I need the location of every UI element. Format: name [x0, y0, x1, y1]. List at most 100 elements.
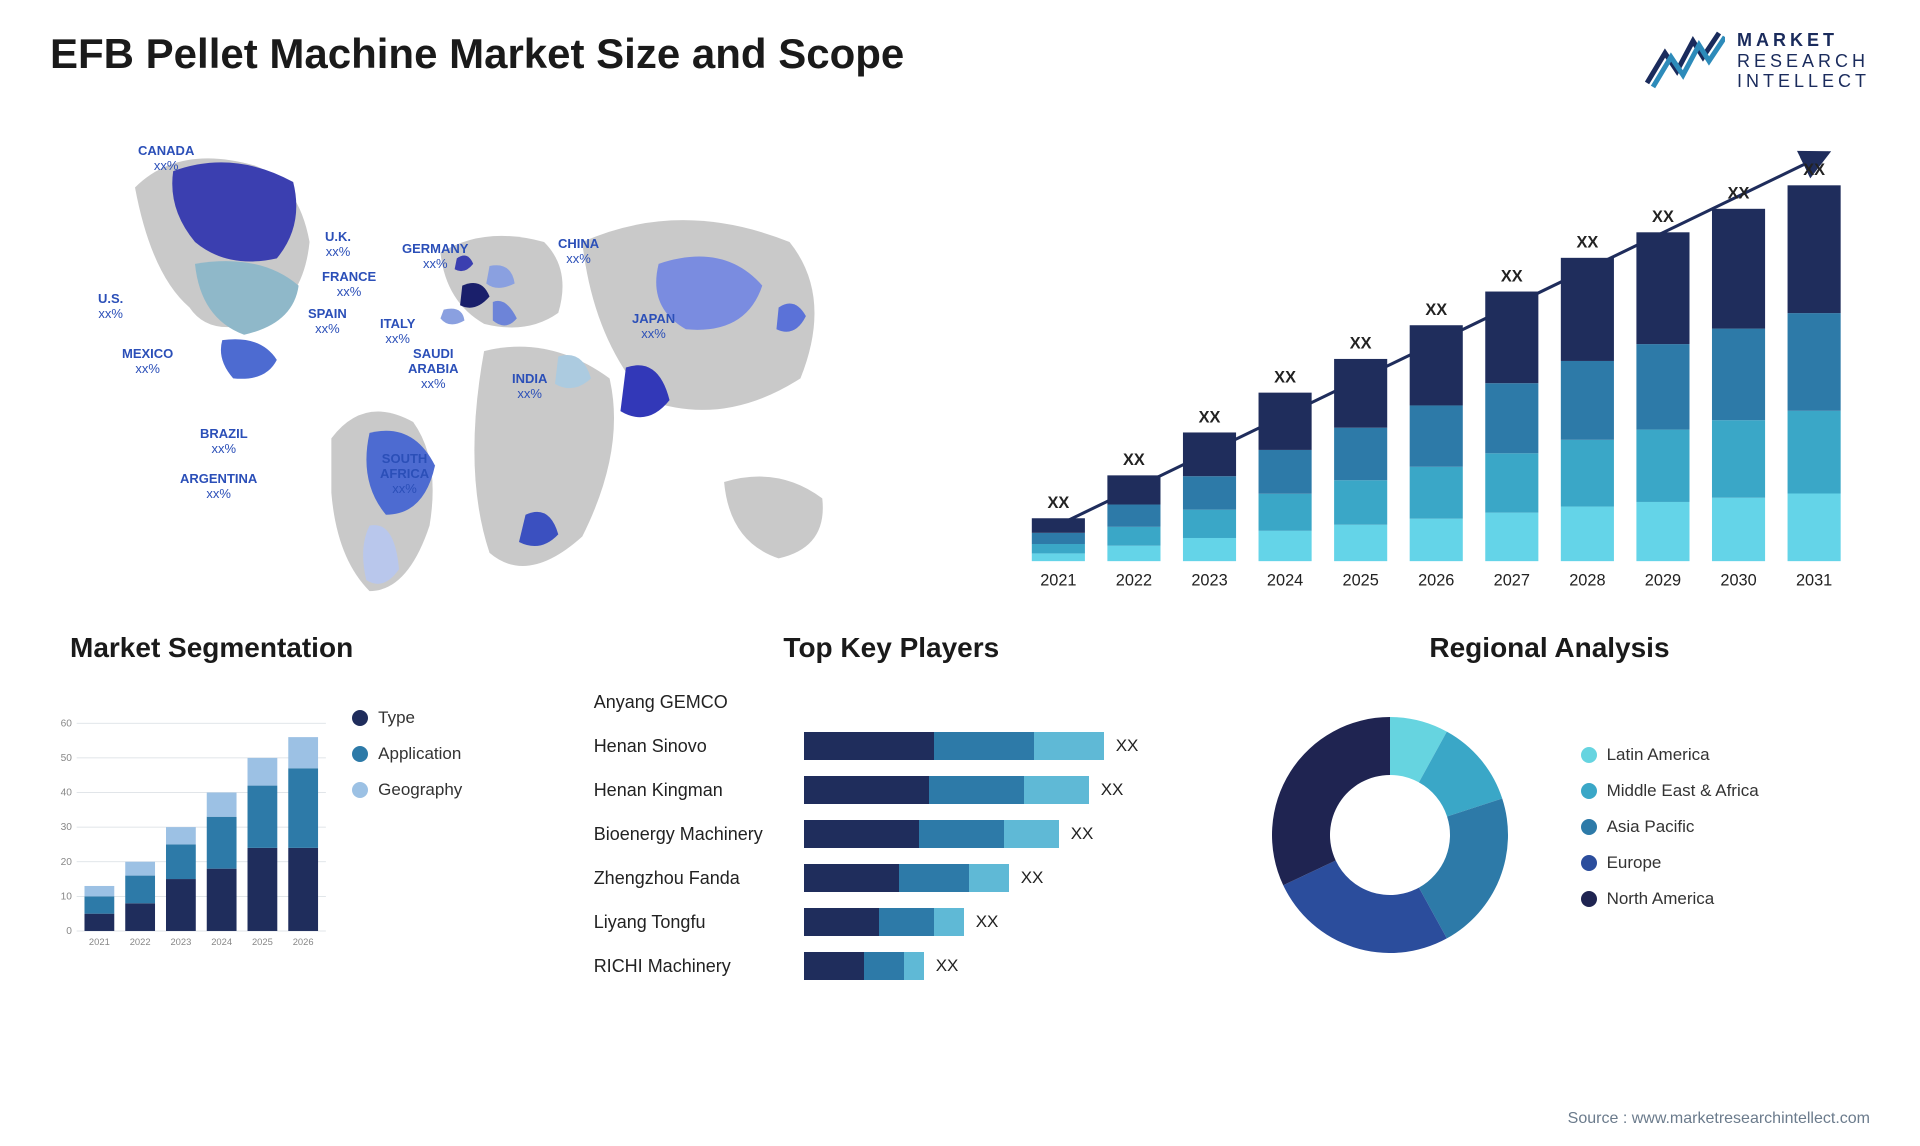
svg-text:2026: 2026 — [293, 936, 314, 947]
regional-legend-item: North America — [1581, 889, 1870, 909]
players-list: Anyang GEMCO Henan Sinovo XX Henan Kingman X… — [594, 678, 1189, 986]
svg-text:XX: XX — [1047, 494, 1069, 512]
player-row: RICHI Machinery XX — [594, 946, 1189, 986]
svg-text:XX: XX — [1728, 185, 1750, 203]
segmentation-chart: 0 10 20 30 40 50 60 2021 2022 2023 2024 2025 2026 — [50, 678, 332, 988]
svg-text:XX: XX — [1652, 208, 1674, 226]
player-name: Anyang GEMCO — [594, 692, 804, 713]
player-name: RICHI Machinery — [594, 956, 804, 977]
player-value: XX — [1071, 824, 1094, 844]
map-label-canada: CANADAxx% — [138, 144, 194, 174]
logo-line1: MARKET — [1737, 30, 1870, 51]
player-row: Anyang GEMCO — [594, 682, 1189, 722]
svg-text:2022: 2022 — [130, 936, 151, 947]
player-row: Zhengzhou Fanda XX — [594, 858, 1189, 898]
map-label-germany: GERMANYxx% — [402, 242, 468, 272]
svg-text:XX: XX — [1350, 335, 1372, 353]
regional-legend: Latin America Middle East & Africa Asia Pa… — [1581, 745, 1870, 925]
svg-text:2024: 2024 — [211, 936, 232, 947]
map-label-china: CHINAxx% — [558, 237, 599, 267]
page-title: EFB Pellet Machine Market Size and Scope — [50, 30, 904, 78]
player-value: XX — [1021, 868, 1044, 888]
player-row: Henan Kingman XX — [594, 770, 1189, 810]
regional-legend-item: Middle East & Africa — [1581, 781, 1870, 801]
map-label-saudi-arabia: SAUDIARABIAxx% — [408, 347, 459, 392]
svg-text:2027: 2027 — [1494, 572, 1530, 590]
segmentation-legend: Type Application Geography — [352, 678, 554, 988]
map-label-india: INDIAxx% — [512, 372, 547, 402]
svg-text:2024: 2024 — [1267, 572, 1303, 590]
logo-line3: INTELLECT — [1737, 71, 1870, 92]
map-label-japan: JAPANxx% — [632, 312, 675, 342]
svg-text:2022: 2022 — [1116, 572, 1152, 590]
segmentation-title: Market Segmentation — [70, 632, 554, 664]
regional-legend-item: Asia Pacific — [1581, 817, 1870, 837]
svg-text:60: 60 — [61, 718, 73, 729]
map-label-u-s-: U.S.xx% — [98, 292, 123, 322]
svg-text:XX: XX — [1123, 451, 1145, 469]
source-attribution: Source : www.marketresearchintellect.com — [1568, 1110, 1870, 1128]
world-map — [50, 122, 940, 602]
map-label-argentina: ARGENTINAxx% — [180, 472, 257, 502]
regional-donut — [1260, 705, 1520, 965]
svg-text:2023: 2023 — [1191, 572, 1227, 590]
svg-text:2030: 2030 — [1720, 572, 1756, 590]
svg-text:2025: 2025 — [1342, 572, 1378, 590]
svg-text:XX: XX — [1501, 267, 1523, 285]
svg-text:2028: 2028 — [1569, 572, 1605, 590]
logo-icon — [1645, 31, 1725, 91]
svg-text:XX: XX — [1803, 161, 1825, 179]
svg-text:20: 20 — [61, 857, 73, 868]
seg-legend-application: Application — [352, 744, 554, 764]
player-name: Liyang Tongfu — [594, 912, 804, 933]
svg-text:2026: 2026 — [1418, 572, 1454, 590]
regional-panel: Regional Analysis Latin America Middle Ea… — [1229, 632, 1870, 992]
player-row: Liyang Tongfu XX — [594, 902, 1189, 942]
map-label-south-africa: SOUTHAFRICAxx% — [380, 452, 429, 497]
seg-legend-type: Type — [352, 708, 554, 728]
svg-text:10: 10 — [61, 892, 73, 903]
svg-text:0: 0 — [66, 926, 72, 937]
player-name: Henan Kingman — [594, 780, 804, 801]
svg-text:XX: XX — [1199, 408, 1221, 426]
map-label-mexico: MEXICOxx% — [122, 347, 173, 377]
player-value: XX — [1116, 736, 1139, 756]
regional-legend-item: Latin America — [1581, 745, 1870, 765]
growth-chart: XX 2021 XX 2022 XX 2023 XX 2024 XX 2025 XX 2026 XX 20… — [980, 122, 1870, 602]
svg-text:40: 40 — [61, 788, 73, 799]
players-panel: Top Key Players Anyang GEMCO Henan Sinovo… — [594, 632, 1189, 992]
player-value: XX — [936, 956, 959, 976]
players-title: Top Key Players — [594, 632, 1189, 664]
segmentation-panel: Market Segmentation 0 10 20 30 40 50 60 2021 202… — [50, 632, 554, 992]
svg-text:30: 30 — [61, 822, 73, 833]
player-name: Henan Sinovo — [594, 736, 804, 757]
player-value: XX — [976, 912, 999, 932]
map-label-italy: ITALYxx% — [380, 317, 415, 347]
svg-text:2021: 2021 — [89, 936, 110, 947]
map-label-france: FRANCExx% — [322, 270, 376, 300]
player-row: Henan Sinovo XX — [594, 726, 1189, 766]
svg-text:XX: XX — [1274, 368, 1296, 386]
brand-logo: MARKET RESEARCH INTELLECT — [1645, 30, 1870, 92]
svg-text:2025: 2025 — [252, 936, 273, 947]
player-name: Zhengzhou Fanda — [594, 868, 804, 889]
svg-text:2031: 2031 — [1796, 572, 1832, 590]
svg-text:2023: 2023 — [170, 936, 191, 947]
seg-legend-geography: Geography — [352, 780, 554, 800]
svg-text:XX: XX — [1425, 301, 1447, 319]
player-row: Bioenergy Machinery XX — [594, 814, 1189, 854]
regional-legend-item: Europe — [1581, 853, 1870, 873]
svg-text:XX: XX — [1576, 234, 1598, 252]
player-name: Bioenergy Machinery — [594, 824, 804, 845]
growth-chart-panel: XX 2021 XX 2022 XX 2023 XX 2024 XX 2025 XX 2026 XX 20… — [980, 122, 1870, 602]
svg-text:2029: 2029 — [1645, 572, 1681, 590]
map-label-u-k-: U.K.xx% — [325, 230, 351, 260]
world-map-panel: CANADAxx% U.S.xx% MEXICOxx% BRAZILxx% ARGENT… — [50, 122, 940, 602]
svg-text:2021: 2021 — [1040, 572, 1076, 590]
logo-line2: RESEARCH — [1737, 51, 1870, 72]
map-label-brazil: BRAZILxx% — [200, 427, 248, 457]
player-value: XX — [1101, 780, 1124, 800]
map-label-spain: SPAINxx% — [308, 307, 347, 337]
regional-title: Regional Analysis — [1229, 632, 1870, 664]
svg-text:50: 50 — [61, 753, 73, 764]
